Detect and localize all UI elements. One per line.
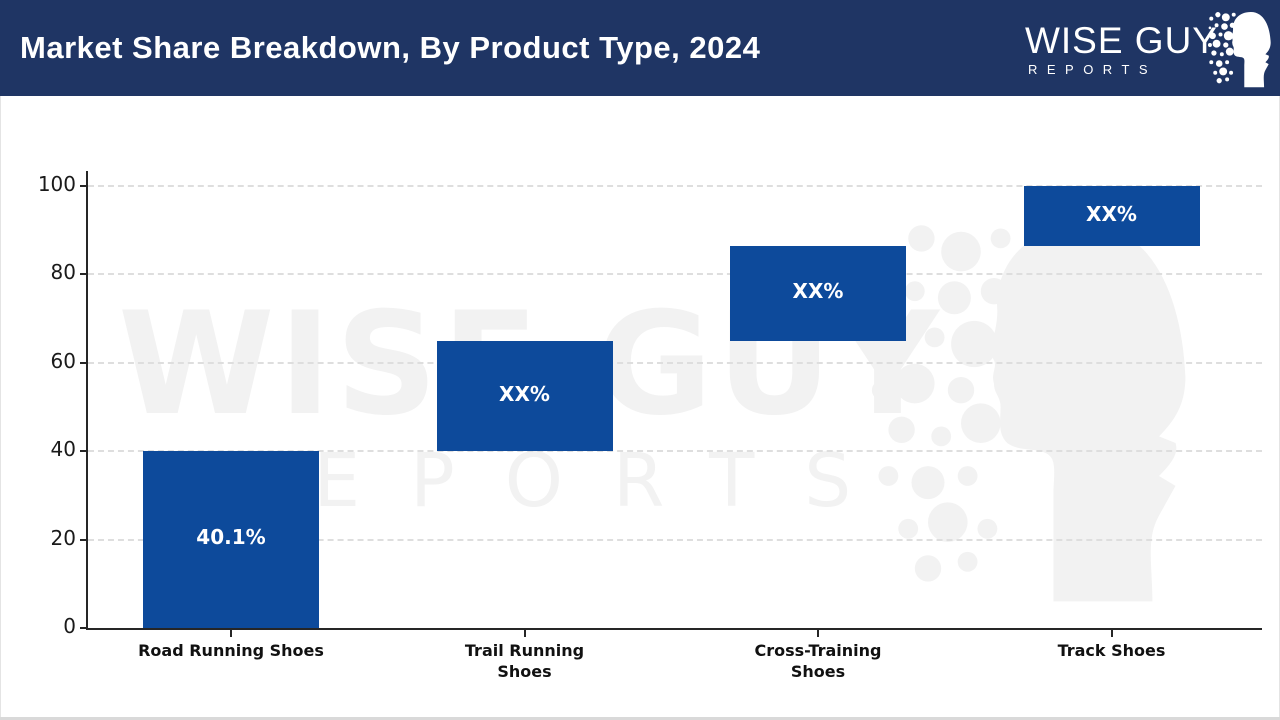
header: Market Share Breakdown, By Product Type,… (0, 0, 1280, 96)
gridline-60 (88, 361, 1262, 364)
logo-subtitle: REPORTS (1027, 62, 1158, 78)
x-axis (86, 628, 1262, 630)
y-axis (86, 170, 88, 630)
bar-3 (730, 245, 906, 341)
bar-value-label: XX% (499, 381, 550, 406)
bar-2 (436, 340, 613, 451)
bar-value-label: XX% (792, 279, 844, 304)
x-category-label: Road Running Shoes (138, 641, 324, 660)
x-axis-tick-1 (230, 630, 232, 637)
gridline-20 (88, 538, 1262, 541)
bar-value-label: XX% (1086, 201, 1137, 226)
y-axis-tick-20 (80, 538, 88, 541)
x-category-label: Track Shoes (1057, 641, 1166, 660)
brand-logo: WISE GUY REPORTS (1025, 6, 1272, 92)
x-category-label: Cross-Training Shoes (754, 641, 882, 681)
y-axis-tick-label: 80 (50, 260, 76, 285)
y-axis-tick-label: 60 (50, 348, 76, 373)
y-axis-tick-40 (80, 450, 88, 453)
chart-title: Market Share Breakdown, By Product Type,… (20, 30, 761, 65)
gridline-100 (88, 185, 1262, 187)
x-axis-tick-4 (1110, 630, 1113, 637)
x-category-label: Trail Running Shoes (464, 641, 585, 681)
x-axis-tick-2 (523, 630, 526, 637)
logo-face-icon (1207, 12, 1271, 88)
page-border-left (0, 96, 1, 720)
gridline-40 (88, 450, 1262, 453)
y-axis-tick-100 (80, 185, 88, 187)
y-axis-tick-60 (80, 361, 88, 364)
y-axis-tick-label: 20 (50, 525, 76, 550)
logo-wordmark: WISE GUY (1024, 19, 1218, 61)
x-axis-tick-3 (817, 630, 819, 637)
y-axis-tick-0 (80, 627, 88, 629)
gridline-80 (88, 273, 1262, 276)
y-axis-tick-80 (80, 273, 88, 276)
page-border-bottom (0, 717, 1280, 720)
logo-text: WISE GUY REPORTS (1024, 19, 1218, 78)
bar-value-label: 40.1% (196, 525, 266, 550)
y-axis-tick-label: 0 (63, 614, 76, 638)
y-axis-tick-label: 100 (37, 172, 76, 196)
y-axis-tick-label: 40 (50, 437, 76, 462)
bar-1 (143, 450, 319, 628)
